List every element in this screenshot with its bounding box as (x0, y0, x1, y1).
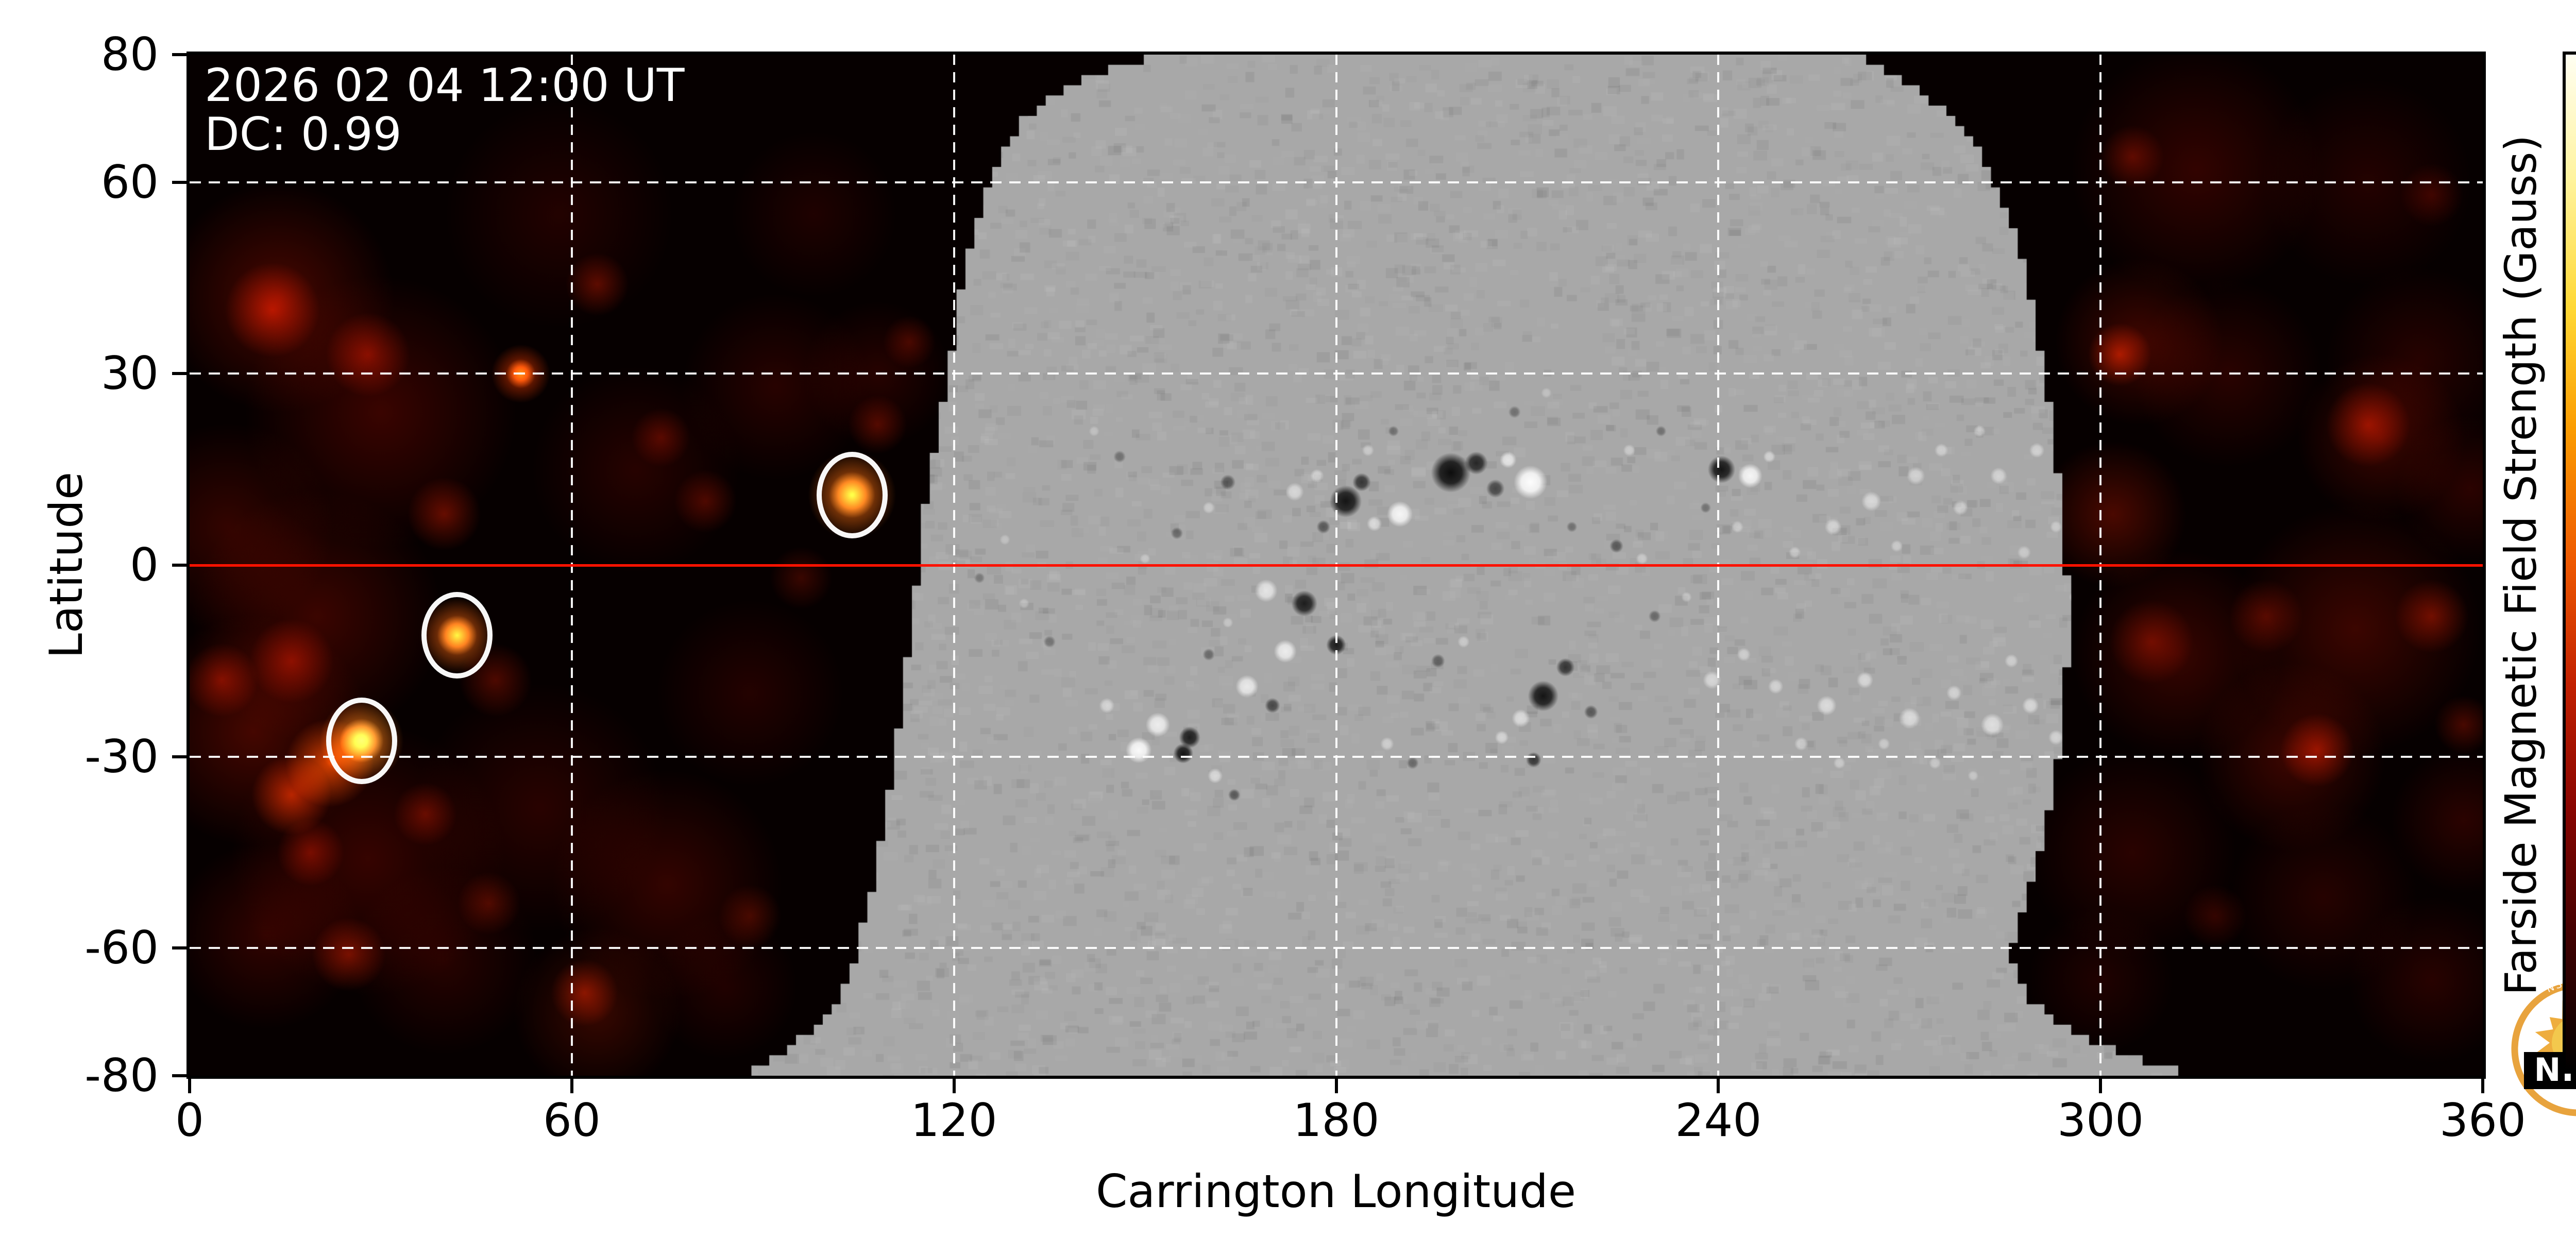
y-tick-label: 60 (101, 155, 159, 209)
y-tick-mark (172, 755, 187, 758)
annotation-duty-cycle: DC: 0.99 (205, 108, 402, 161)
x-tick-mark (2481, 1079, 2484, 1093)
x-tick-label: 60 (543, 1094, 601, 1147)
gridline-lat-60 (190, 181, 2483, 183)
y-tick-mark (172, 946, 187, 950)
y-tick-mark (172, 564, 187, 567)
equator-line (190, 564, 2483, 567)
y-tick-label: -30 (84, 730, 159, 783)
farside-colorbar-label: Farside Magnetic Field Strength (Gauss) (2496, 134, 2546, 996)
farside-colorbar (2563, 52, 2576, 1074)
annotation-date: 2026 02 04 12:00 UT (205, 59, 685, 112)
farside-detection-circle-1 (816, 451, 888, 538)
map-datetime-annotation: 2026 02 04 12:00 UT DC: 0.99 (205, 61, 685, 159)
farside-detection-circle-3 (326, 697, 397, 784)
y-tick-label: -80 (84, 1049, 159, 1102)
y-tick-label: 80 (101, 28, 159, 81)
x-tick-label: 300 (2057, 1094, 2144, 1147)
gridline-lat-30 (190, 372, 2483, 375)
y-tick-mark (172, 180, 187, 184)
y-tick-mark (172, 1074, 187, 1077)
y-tick-label: -60 (84, 921, 159, 975)
x-tick-mark (1717, 1079, 1720, 1093)
y-tick-label: 30 (101, 347, 159, 400)
y-tick-mark (172, 372, 187, 376)
gridline-lat--30 (190, 755, 2483, 758)
farside-detection-circle-2 (421, 592, 493, 679)
y-tick-label: 0 (130, 538, 159, 591)
y-tick-mark (172, 53, 187, 56)
x-axis-label: Carrington Longitude (1095, 1165, 1577, 1218)
nisp-ring-icon (2511, 981, 2576, 1116)
x-tick-mark (2099, 1079, 2103, 1093)
x-tick-label: 180 (1293, 1094, 1380, 1147)
x-tick-mark (188, 1079, 191, 1093)
gridline-lat--60 (190, 947, 2483, 949)
x-tick-label: 120 (910, 1094, 997, 1147)
x-tick-label: 240 (1675, 1094, 1762, 1147)
x-tick-mark (1334, 1079, 1338, 1093)
x-tick-mark (570, 1079, 573, 1093)
x-tick-label: 360 (2439, 1094, 2526, 1147)
x-tick-label: 0 (175, 1094, 204, 1147)
x-tick-mark (952, 1079, 956, 1093)
